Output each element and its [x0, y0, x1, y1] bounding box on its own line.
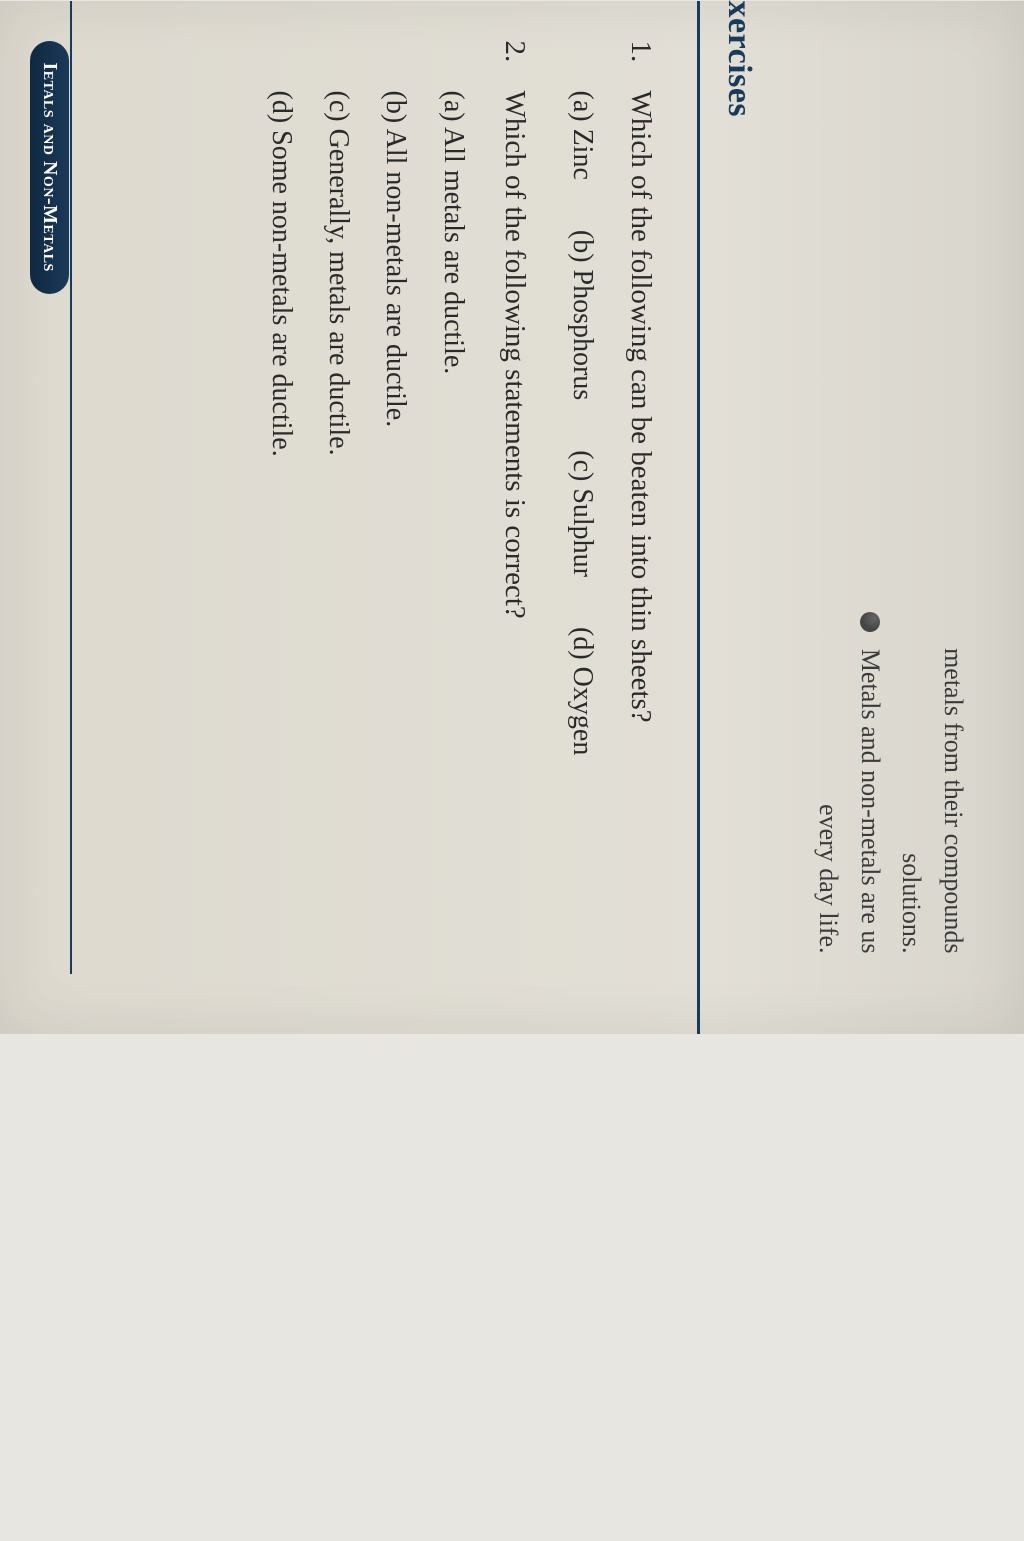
footer-badge-text: Ietals and Non-Metals — [39, 62, 61, 271]
q2-option-b-text: All non-metals are ductile. — [380, 128, 411, 427]
q1-option-c-letter: (c) — [567, 450, 598, 481]
intro-line-4: every day life. — [808, 40, 850, 953]
q2-option-c-letter: (c) — [323, 90, 354, 121]
question-2: 2. Which of the following statements is … — [262, 40, 536, 973]
question-2-text: 2. Which of the following statements is … — [493, 90, 537, 973]
q2-option-b-letter: (b) — [380, 90, 411, 123]
q1-option-a-text: Zinc — [567, 128, 598, 179]
q1-option-c-text: Sulphur — [567, 488, 598, 577]
q2-option-c-text: Generally, metals are ductile. — [323, 128, 354, 455]
q1-option-b-letter: (b) — [567, 229, 598, 262]
question-2-number: 2. — [493, 40, 537, 62]
q1-option-d: (d) Oxygen — [566, 627, 598, 755]
question-1: 1. Which of the following can be beaten … — [566, 40, 662, 973]
rotated-page-wrapper: metals from their compounds solutions. M… — [0, 0, 1024, 1541]
q1-option-a: (a) Zinc — [566, 90, 598, 179]
q1-option-d-text: Oxygen — [567, 666, 598, 755]
question-2-stem: Which of the following statements is cor… — [499, 90, 531, 618]
bottom-divider — [70, 0, 72, 973]
question-1-text: 1. Which of the following can be beaten … — [618, 90, 662, 973]
intro-line-3: Metals and non-metals are us — [849, 40, 891, 953]
q2-option-a-letter: (a) — [438, 90, 469, 121]
q1-option-b: (b) Phosphorus — [566, 229, 598, 399]
intro-section: metals from their compounds solutions. M… — [808, 40, 994, 973]
intro-line-2: solutions. — [891, 40, 933, 953]
question-1-number: 1. — [618, 40, 662, 62]
q2-option-c: (c) Generally, metals are ductile. — [319, 90, 358, 973]
question-1-stem: Which of the following can be beaten int… — [625, 90, 657, 722]
q2-option-d: (d) Some non-metals are ductile. — [262, 90, 301, 973]
footer-badge: Ietals and Non-Metals — [30, 40, 69, 293]
section-header: xercises — [720, 0, 758, 973]
q1-option-a-letter: (a) — [567, 90, 598, 121]
q2-option-d-text: Some non-metals are ductile. — [266, 130, 297, 457]
intro-line-3-text: Metals and non-metals are us — [856, 648, 885, 953]
q1-option-d-letter: (d) — [567, 627, 598, 660]
q1-option-c: (c) Sulphur — [566, 450, 598, 577]
section-divider — [697, 0, 700, 1033]
page-content: metals from their compounds solutions. M… — [0, 0, 1024, 1033]
question-2-options: (a) All metals are ductile. (b) All non-… — [262, 90, 473, 973]
q2-option-a: (a) All metals are ductile. — [433, 90, 472, 973]
q2-option-b: (b) All non-metals are ductile. — [376, 90, 415, 973]
intro-line-1: metals from their compounds — [932, 40, 974, 953]
q1-option-b-text: Phosphorus — [567, 269, 598, 400]
q2-option-d-letter: (d) — [266, 90, 297, 123]
bullet-icon — [860, 612, 880, 632]
question-1-options: (a) Zinc (b) Phosphorus (c) Sulphur (d) … — [566, 90, 598, 973]
q2-option-a-text: All metals are ductile. — [438, 127, 469, 374]
